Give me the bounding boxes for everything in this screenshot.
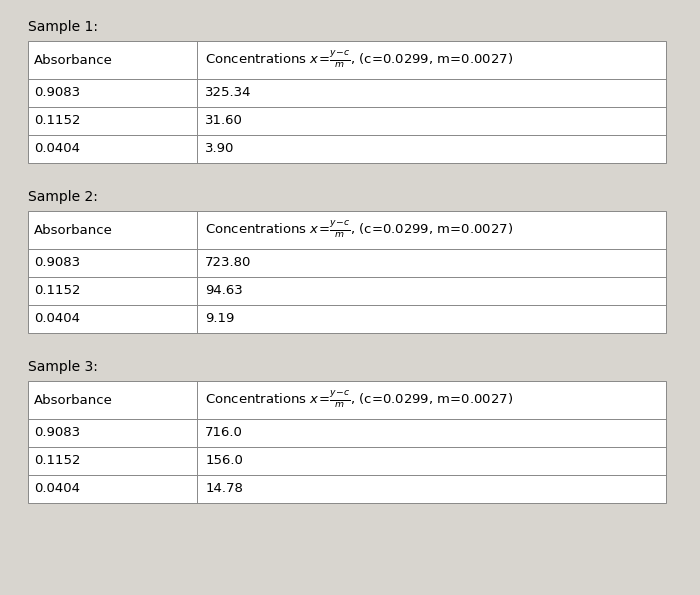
- Text: 3.90: 3.90: [205, 142, 235, 155]
- Bar: [28, 381, 666, 503]
- Text: 716.0: 716.0: [205, 427, 243, 440]
- Text: 0.0404: 0.0404: [34, 142, 80, 155]
- Text: 0.9083: 0.9083: [34, 256, 80, 270]
- Text: 0.9083: 0.9083: [34, 427, 80, 440]
- Text: 0.0404: 0.0404: [34, 312, 80, 325]
- Text: 9.19: 9.19: [205, 312, 235, 325]
- Text: Sample 1:: Sample 1:: [28, 20, 98, 35]
- Text: Concentrations $x\!=\!\frac{y\!-\!c}{m}$, (c=0.0299, m=0.0027): Concentrations $x\!=\!\frac{y\!-\!c}{m}$…: [205, 50, 513, 70]
- Text: Absorbance: Absorbance: [34, 224, 113, 236]
- Text: Sample 3:: Sample 3:: [28, 361, 98, 374]
- Text: 723.80: 723.80: [205, 256, 251, 270]
- Text: 325.34: 325.34: [205, 86, 251, 99]
- Text: Sample 2:: Sample 2:: [28, 190, 98, 205]
- Text: 0.0404: 0.0404: [34, 483, 80, 496]
- Text: 0.1152: 0.1152: [34, 455, 80, 468]
- Text: 31.60: 31.60: [205, 114, 243, 127]
- Bar: [28, 211, 666, 333]
- Text: Concentrations $x\!=\!\frac{y\!-\!c}{m}$, (c=0.0299, m=0.0027): Concentrations $x\!=\!\frac{y\!-\!c}{m}$…: [205, 220, 513, 240]
- Text: 0.1152: 0.1152: [34, 284, 80, 298]
- Text: 94.63: 94.63: [205, 284, 243, 298]
- Text: Absorbance: Absorbance: [34, 393, 113, 406]
- Text: 0.1152: 0.1152: [34, 114, 80, 127]
- Text: 0.9083: 0.9083: [34, 86, 80, 99]
- Text: 14.78: 14.78: [205, 483, 243, 496]
- Bar: [28, 41, 666, 163]
- Text: Absorbance: Absorbance: [34, 54, 113, 67]
- Text: 156.0: 156.0: [205, 455, 243, 468]
- Text: Concentrations $x\!=\!\frac{y\!-\!c}{m}$, (c=0.0299, m=0.0027): Concentrations $x\!=\!\frac{y\!-\!c}{m}$…: [205, 390, 513, 410]
